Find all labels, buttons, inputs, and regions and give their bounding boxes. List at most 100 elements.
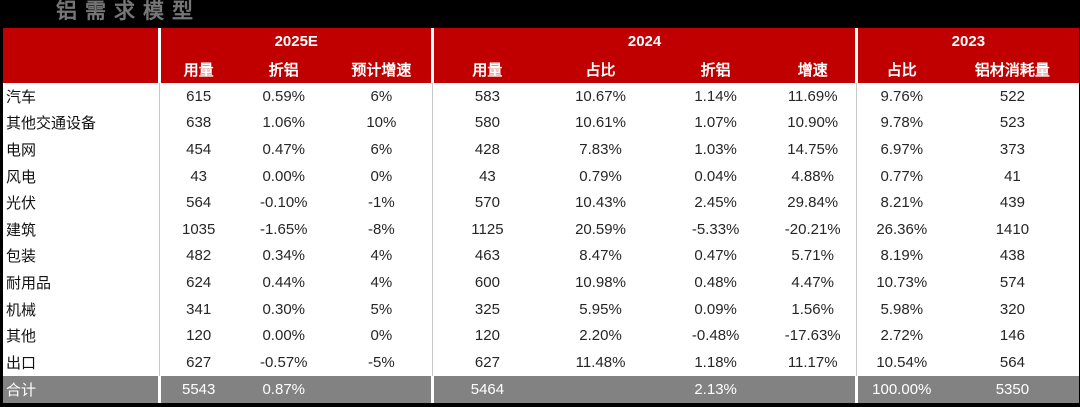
data-cell: 325 xyxy=(434,295,541,323)
data-cell: 10.67% xyxy=(540,83,661,110)
section-separator xyxy=(158,295,162,323)
data-cell: 26.36% xyxy=(857,215,946,243)
total-cell xyxy=(540,375,661,403)
data-cell: 10.43% xyxy=(540,189,661,216)
section-separator xyxy=(158,215,162,243)
data-cell: 8.21% xyxy=(857,189,946,216)
data-cell: 10.98% xyxy=(540,269,661,296)
year-header: 2025E xyxy=(161,28,432,55)
section-separator xyxy=(854,242,858,270)
data-cell: 10.61% xyxy=(540,109,661,137)
data-cell: 41 xyxy=(945,162,1079,190)
section-separator xyxy=(158,162,162,190)
data-cell: 9.76% xyxy=(857,83,946,110)
data-cell: 638 xyxy=(161,109,237,137)
data-cell: 9.78% xyxy=(857,109,946,137)
data-cell: 0.59% xyxy=(236,83,332,110)
data-cell: 482 xyxy=(161,242,237,270)
data-cell: 0.34% xyxy=(236,242,332,270)
data-cell: -0.48% xyxy=(660,322,771,349)
data-cell: 428 xyxy=(434,136,541,163)
data-cell: 2.72% xyxy=(857,322,946,349)
row-label: 建筑 xyxy=(3,215,159,243)
data-cell: 4.47% xyxy=(770,269,855,296)
section-separator xyxy=(158,269,162,296)
data-cell: 11.48% xyxy=(540,348,661,376)
table-row: 建筑 1035 -1.65% -8% 1125 20.59% -5.33% -20.21% 26… xyxy=(3,215,1079,243)
data-cell: 0.00% xyxy=(236,162,332,190)
data-cell: 29.84% xyxy=(770,189,855,216)
data-cell: 0.77% xyxy=(857,162,946,190)
section-separator xyxy=(854,375,858,403)
data-cell: 564 xyxy=(161,189,237,216)
data-cell: 1.14% xyxy=(660,83,771,110)
data-cell: 2.45% xyxy=(660,189,771,216)
row-label: 机械 xyxy=(3,295,159,323)
table-row: 其他 120 0.00% 0% 120 2.20% -0.48% -17.63% 2.72% 14… xyxy=(3,322,1079,349)
data-cell: 615 xyxy=(161,83,237,110)
table-row: 出口 627 -0.57% -5% 627 11.48% 1.18% 11.17% 10.54%… xyxy=(3,348,1079,376)
data-cell: 583 xyxy=(434,83,541,110)
section-separator xyxy=(431,189,435,216)
row-label: 风电 xyxy=(3,162,159,190)
data-cell: 11.17% xyxy=(770,348,855,376)
data-cell: 10.54% xyxy=(857,348,946,376)
data-cell: 1125 xyxy=(434,215,541,243)
data-cell: 0.00% xyxy=(236,322,332,349)
section-separator xyxy=(431,242,435,270)
data-cell: 1.07% xyxy=(660,109,771,137)
total-label: 合计 xyxy=(3,375,159,403)
data-cell: 0.47% xyxy=(236,136,332,163)
total-row: 合计 5543 0.87% 5464 2.13% 100.00% 5350 xyxy=(3,375,1079,403)
data-cell: 11.69% xyxy=(770,83,855,110)
section-separator xyxy=(431,269,435,296)
section-separator xyxy=(431,322,435,349)
row-label: 包装 xyxy=(3,242,159,270)
section-separator xyxy=(854,322,858,349)
section-separator xyxy=(158,242,162,270)
data-cell: 463 xyxy=(434,242,541,270)
data-cell: 0.09% xyxy=(660,295,771,323)
section-separator xyxy=(158,28,162,55)
data-cell: 1.03% xyxy=(660,136,771,163)
total-cell xyxy=(770,375,855,403)
data-cell: 1035 xyxy=(161,215,237,243)
row-label: 其他交通设备 xyxy=(3,109,159,137)
data-cell: 8.47% xyxy=(540,242,661,270)
data-cell: 0.04% xyxy=(660,162,771,190)
total-cell: 5464 xyxy=(434,375,541,403)
total-cell: 5350 xyxy=(945,375,1079,403)
total-cell xyxy=(331,375,432,403)
section-separator xyxy=(854,162,858,190)
section-separator xyxy=(854,295,858,323)
data-cell: 146 xyxy=(945,322,1079,349)
table-row: 光伏 564 -0.10% -1% 570 10.43% 2.45% 29.84% 8.21% 4… xyxy=(3,189,1079,216)
column-header: 占比 xyxy=(857,55,946,83)
total-cell: 0.87% xyxy=(236,375,332,403)
table-row: 其他交通设备 638 1.06% 10% 580 10.61% 1.07% 10.90% 9.7… xyxy=(3,109,1079,137)
year-header: 2023 xyxy=(857,28,1079,55)
data-cell: 0.30% xyxy=(236,295,332,323)
data-cell: 574 xyxy=(945,269,1079,296)
section-separator xyxy=(854,136,858,163)
row-label: 光伏 xyxy=(3,189,159,216)
data-cell: -8% xyxy=(331,215,432,243)
data-cell: 4% xyxy=(331,269,432,296)
section-separator xyxy=(854,348,858,376)
total-cell: 2.13% xyxy=(660,375,771,403)
data-cell: 580 xyxy=(434,109,541,137)
data-cell: 624 xyxy=(161,269,237,296)
section-separator xyxy=(854,269,858,296)
section-separator xyxy=(158,375,162,403)
data-cell: 10.90% xyxy=(770,109,855,137)
data-cell: 14.75% xyxy=(770,136,855,163)
data-cell: -1.65% xyxy=(236,215,332,243)
column-header: 铝材消耗量 xyxy=(945,55,1079,83)
data-cell: 373 xyxy=(945,136,1079,163)
data-cell: 1410 xyxy=(945,215,1079,243)
corner-cell xyxy=(3,55,159,83)
table-header: 2025E 2024 2023 用量 折铝 预计增速 用量 占比 折铝 增速 占比 铝材消耗量 xyxy=(3,28,1079,83)
table-row: 汽车 615 0.59% 6% 583 10.67% 1.14% 11.69% 9.76% 522 xyxy=(3,83,1079,110)
table-row: 包装 482 0.34% 4% 463 8.47% 0.47% 5.71% 8.19% 438 xyxy=(3,242,1079,270)
table-row: 电网 454 0.47% 6% 428 7.83% 1.03% 14.75% 6.97% 373 xyxy=(3,136,1079,163)
